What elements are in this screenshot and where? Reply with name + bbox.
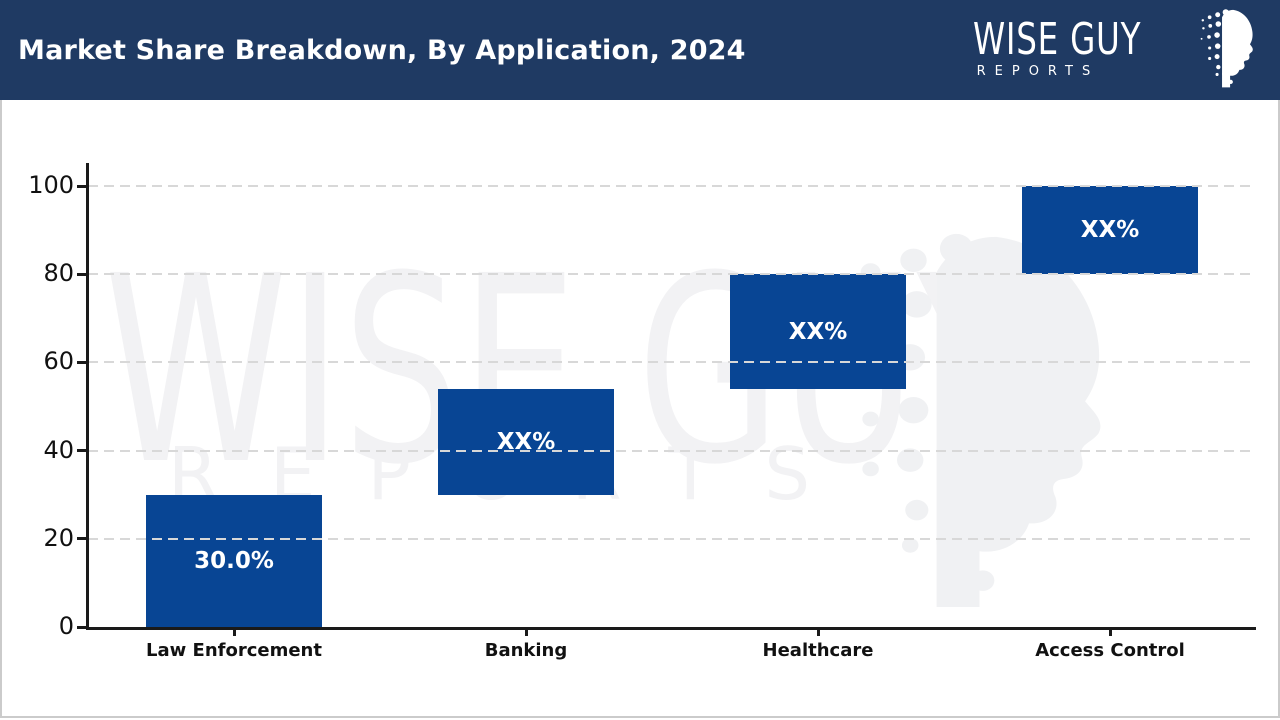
bar-value-label: XX% <box>1080 217 1140 244</box>
bar-value-label: XX% <box>788 318 848 345</box>
gridline-y100 <box>88 185 1256 187</box>
ytick-60 <box>77 360 86 364</box>
ytick-label-20: 20 <box>43 523 74 552</box>
logo-subtitle: REPORTS <box>976 63 1100 79</box>
ytick-40 <box>77 449 86 453</box>
y-axis-line <box>86 163 89 630</box>
xtick-label-access-control: Access Control <box>1035 640 1185 661</box>
frame-right <box>1278 100 1280 718</box>
xtick-banking <box>524 627 528 636</box>
bar-healthcare: XX% <box>730 274 906 389</box>
bar-law-enforcement: 30.0% <box>146 494 322 627</box>
xtick-label-banking: Banking <box>484 640 568 661</box>
frame-bottom <box>0 716 1280 718</box>
frame-left <box>0 100 2 718</box>
header-bar: Market Share Breakdown, By Application, … <box>0 0 1280 100</box>
ytick-label-60: 60 <box>43 347 74 376</box>
ytick-100 <box>77 184 86 188</box>
ytick-label-100: 100 <box>28 171 74 199</box>
page-title: Market Share Breakdown, By Application, … <box>18 34 746 66</box>
bar-access-control: XX% <box>1022 186 1198 275</box>
wise-guy-logo: WISE GUY REPORTS <box>973 8 1258 88</box>
gridline-y80 <box>88 273 1256 276</box>
logo-wordmark: WISE GUY <box>972 13 1141 65</box>
xtick-access-control <box>1108 627 1112 636</box>
ytick-label-80: 80 <box>43 259 74 288</box>
xtick-law-enforcement <box>232 627 236 636</box>
x-axis-line <box>86 627 1256 630</box>
gridline-y60 <box>88 361 1256 364</box>
gridline-y40 <box>88 449 1256 452</box>
xtick-label-healthcare: Healthcare <box>762 640 874 661</box>
bar-value-label: 30.0% <box>194 547 274 574</box>
bar-banking: XX% <box>438 388 614 495</box>
ytick-label-0: 0 <box>58 612 74 640</box>
ytick-0 <box>77 625 86 629</box>
dot-head-icon <box>1200 9 1253 88</box>
ytick-20 <box>77 537 86 541</box>
xtick-label-law-enforcement: Law Enforcement <box>146 640 322 661</box>
gridline-y20 <box>88 537 1256 540</box>
ytick-label-40: 40 <box>43 435 74 464</box>
xtick-healthcare <box>816 627 820 636</box>
ytick-80 <box>77 272 86 276</box>
